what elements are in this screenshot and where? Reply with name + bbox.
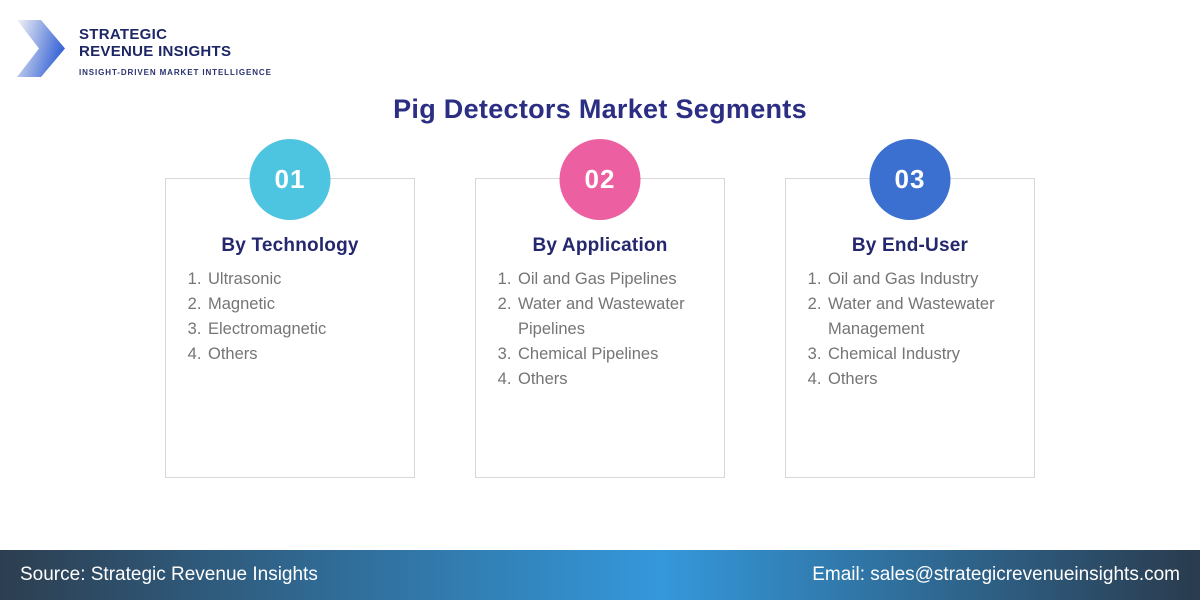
- brand-logo-text: STRATEGIC REVENUE INSIGHTS INSIGHT-DRIVE…: [79, 20, 272, 77]
- brand-name-line2: REVENUE INSIGHTS: [79, 43, 232, 60]
- segment-card-end-user: 03 By End-User Oil and Gas Industry Wate…: [785, 139, 1035, 478]
- list-item: Water and Wastewater Management: [826, 292, 1020, 342]
- brand-logo: STRATEGIC REVENUE INSIGHTS INSIGHT-DRIVE…: [15, 20, 272, 77]
- brand-name-line1: STRATEGIC: [79, 26, 168, 43]
- segment-heading: By End-User: [851, 235, 969, 256]
- list-item: Ultrasonic: [206, 267, 400, 292]
- segment-number-badge: 03: [869, 139, 951, 220]
- list-item: Oil and Gas Industry: [826, 267, 1020, 292]
- segment-cards-row: 01 By Technology Ultrasonic Magnetic Ele…: [0, 139, 1200, 478]
- list-item: Others: [206, 342, 400, 367]
- footer-bar: Source: Strategic Revenue Insights Email…: [0, 550, 1200, 600]
- segment-card-application: 02 By Application Oil and Gas Pipelines …: [475, 139, 725, 478]
- segment-number: 03: [894, 164, 926, 194]
- segment-item-list: Ultrasonic Magnetic Electromagnetic Othe…: [182, 267, 400, 367]
- list-item: Magnetic: [206, 292, 400, 317]
- list-item: Others: [516, 367, 710, 392]
- segment-heading: By Application: [532, 235, 668, 256]
- brand-tagline: INSIGHT-DRIVEN MARKET INTELLIGENCE: [79, 68, 272, 77]
- chevron-arrow-icon: [17, 20, 65, 77]
- list-item: Oil and Gas Pipelines: [516, 267, 710, 292]
- segment-number-badge: 01: [249, 139, 331, 220]
- list-item: Water and Wastewater Pipelines: [516, 292, 710, 342]
- segment-number: 01: [274, 164, 306, 194]
- segment-number: 02: [584, 164, 616, 194]
- segment-card-technology: 01 By Technology Ultrasonic Magnetic Ele…: [165, 139, 415, 478]
- list-item: Chemical Pipelines: [516, 342, 710, 367]
- segment-number-badge: 02: [559, 139, 641, 220]
- segment-item-list: Oil and Gas Industry Water and Wastewate…: [802, 267, 1020, 392]
- footer-source-text: Source: Strategic Revenue Insights: [20, 564, 318, 585]
- list-item: Others: [826, 367, 1020, 392]
- footer-email-text: Email: sales@strategicrevenueinsights.co…: [812, 564, 1180, 585]
- list-item: Electromagnetic: [206, 317, 400, 342]
- page-title: Pig Detectors Market Segments: [393, 94, 807, 124]
- list-item: Chemical Industry: [826, 342, 1020, 367]
- segment-heading: By Technology: [221, 235, 359, 256]
- segment-item-list: Oil and Gas Pipelines Water and Wastewat…: [492, 267, 710, 392]
